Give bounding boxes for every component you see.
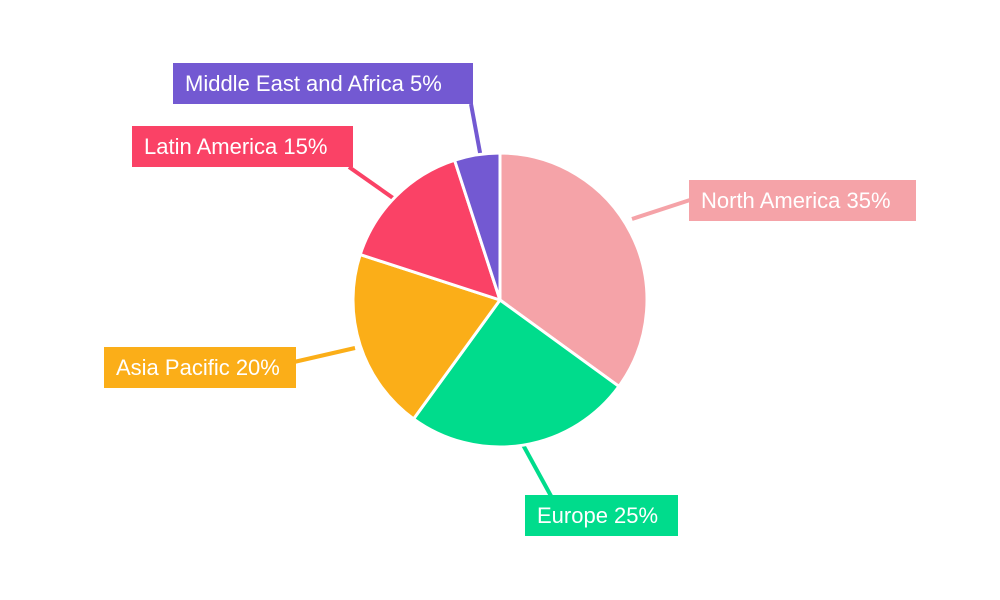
leader-line-europe bbox=[520, 442, 553, 497]
pie-label-latin-america: Latin America 15% bbox=[132, 126, 353, 167]
pie-label-middle-east-and-africa: Middle East and Africa 5% bbox=[173, 63, 473, 104]
pie-slice-middle-east-and-africa[interactable] bbox=[453, 151, 502, 302]
leader-line-north-america bbox=[631, 198, 691, 221]
leader-line-middle-east-and-africa bbox=[469, 103, 483, 159]
pie-label-europe: Europe 25% bbox=[525, 495, 678, 536]
leader-line-asia-pacific bbox=[293, 346, 356, 364]
pie-label-north-america: North America 35% bbox=[689, 180, 916, 221]
pie-slice-europe[interactable] bbox=[412, 298, 621, 449]
pie-label-asia-pacific: Asia Pacific 20% bbox=[104, 347, 296, 388]
pie-slice-asia-pacific[interactable] bbox=[351, 253, 502, 421]
pie-slices-group bbox=[351, 151, 649, 449]
pie-slice-north-america[interactable] bbox=[498, 151, 649, 388]
